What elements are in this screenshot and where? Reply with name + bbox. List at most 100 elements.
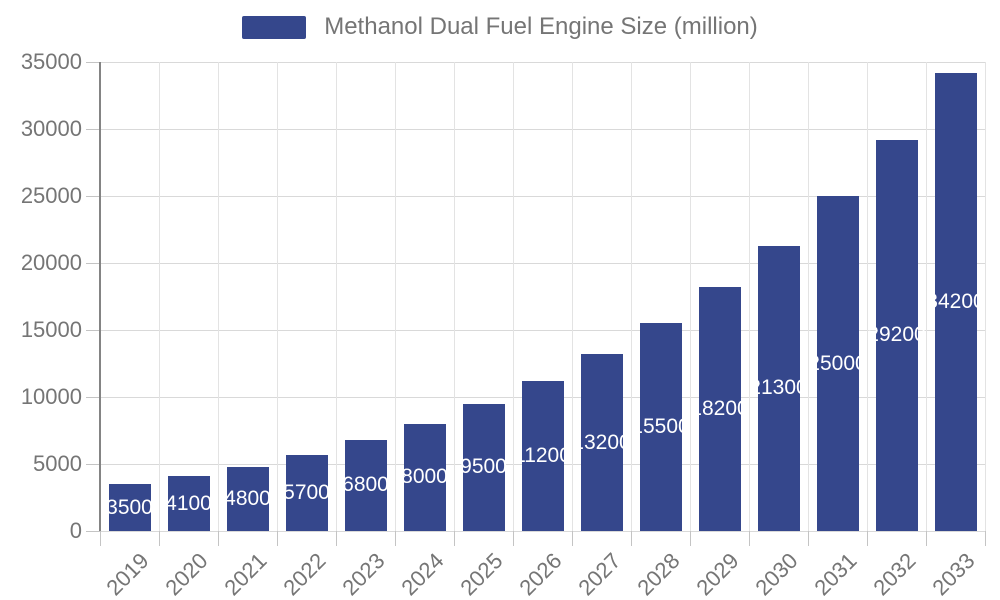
x-axis-tick-label: 2033 bbox=[926, 548, 980, 600]
y-axis-tick-label: 35000 bbox=[20, 49, 82, 74]
vertical-gridline bbox=[748, 62, 750, 531]
x-axis-tick bbox=[689, 531, 691, 546]
vertical-gridline bbox=[866, 62, 868, 531]
vertical-gridline bbox=[984, 62, 986, 531]
vertical-gridline bbox=[807, 62, 809, 531]
bar-value-label: 4800 bbox=[224, 486, 271, 510]
legend-label: Methanol Dual Fuel Engine Size (million) bbox=[324, 13, 758, 40]
bar[interactable]: 3500 bbox=[106, 484, 153, 531]
bar[interactable]: 21300 bbox=[749, 245, 808, 531]
x-axis-tick bbox=[217, 531, 219, 546]
y-axis-tick bbox=[86, 396, 100, 398]
bar[interactable]: 15500 bbox=[631, 323, 690, 531]
y-axis-tick-label: 5000 bbox=[33, 451, 82, 476]
bar-value-label: 18200 bbox=[690, 397, 749, 421]
x-axis-tick bbox=[453, 531, 455, 546]
vertical-gridline bbox=[394, 62, 396, 531]
bar-value-label: 21300 bbox=[749, 376, 808, 400]
bar[interactable]: 18200 bbox=[690, 287, 749, 531]
y-axis-tick bbox=[86, 128, 100, 130]
bar[interactable]: 13200 bbox=[572, 354, 631, 531]
horizontal-gridline bbox=[100, 329, 985, 331]
vertical-gridline bbox=[512, 62, 514, 531]
bar-value-label: 3500 bbox=[106, 495, 153, 519]
x-axis-tick bbox=[630, 531, 632, 546]
x-axis-tick bbox=[984, 531, 986, 546]
y-axis-tick bbox=[86, 61, 100, 63]
y-axis-tick-label: 25000 bbox=[20, 183, 82, 208]
vertical-gridline bbox=[335, 62, 337, 531]
vertical-gridline bbox=[925, 62, 927, 531]
x-axis-tick-label: 2028 bbox=[631, 548, 685, 600]
bar[interactable]: 9500 bbox=[460, 403, 507, 531]
x-axis-tick-label: 2026 bbox=[513, 548, 567, 600]
x-axis-tick bbox=[748, 531, 750, 546]
x-axis-tick-label: 2031 bbox=[808, 548, 862, 600]
x-axis-tick bbox=[99, 531, 101, 546]
x-axis-tick-label: 2030 bbox=[749, 548, 803, 600]
bar[interactable]: 4800 bbox=[224, 466, 271, 531]
x-axis-tick-label: 2025 bbox=[454, 548, 508, 600]
y-axis-tick-label: 20000 bbox=[20, 250, 82, 275]
bar-value-label: 6800 bbox=[342, 473, 389, 497]
x-axis-tick-label: 2021 bbox=[218, 548, 272, 600]
bar-value-label: 4100 bbox=[165, 491, 212, 515]
bar-value-label: 34200 bbox=[926, 289, 985, 313]
bar[interactable]: 6800 bbox=[342, 439, 389, 531]
x-axis-tick-label: 2019 bbox=[100, 548, 154, 600]
x-axis-tick-label: 2029 bbox=[690, 548, 744, 600]
y-axis-tick bbox=[86, 262, 100, 264]
y-axis-tick bbox=[86, 195, 100, 197]
y-axis-tick bbox=[86, 530, 100, 532]
bar[interactable]: 29200 bbox=[867, 139, 926, 531]
y-axis-tick-label: 0 bbox=[69, 518, 82, 543]
horizontal-gridline bbox=[100, 128, 985, 130]
x-axis-tick-label: 2032 bbox=[867, 548, 921, 600]
bar[interactable]: 11200 bbox=[514, 380, 571, 531]
legend-swatch-icon bbox=[242, 15, 307, 39]
vertical-gridline bbox=[158, 62, 160, 531]
horizontal-gridline bbox=[100, 530, 985, 532]
y-axis-tick bbox=[86, 463, 100, 465]
legend[interactable]: Methanol Dual Fuel Engine Size (million) bbox=[0, 13, 1000, 41]
horizontal-gridline bbox=[100, 195, 985, 197]
x-axis-tick bbox=[866, 531, 868, 546]
bar[interactable]: 5700 bbox=[283, 454, 330, 531]
y-axis-tick bbox=[86, 329, 100, 331]
horizontal-gridline bbox=[100, 61, 985, 63]
x-axis-tick-label: 2027 bbox=[572, 548, 626, 600]
vertical-gridline bbox=[571, 62, 573, 531]
x-axis-tick bbox=[571, 531, 573, 546]
bar-value-label: 13200 bbox=[572, 430, 631, 454]
bar[interactable]: 34200 bbox=[926, 72, 985, 531]
plot-area: 0 5000 10000 15000 20000 25000 30000 35000 3500 2… bbox=[21, 50, 986, 600]
x-axis-tick bbox=[512, 531, 514, 546]
vertical-gridline bbox=[689, 62, 691, 531]
y-axis-tick-label: 30000 bbox=[20, 116, 82, 141]
bar[interactable]: 25000 bbox=[808, 196, 867, 531]
x-axis-tick-label: 2024 bbox=[395, 548, 449, 600]
bar-value-label: 11200 bbox=[514, 443, 571, 467]
vertical-gridline bbox=[453, 62, 455, 531]
y-axis-tick-label: 15000 bbox=[20, 317, 82, 342]
x-axis-tick bbox=[925, 531, 927, 546]
bar-value-label: 25000 bbox=[808, 351, 867, 375]
vertical-gridline bbox=[630, 62, 632, 531]
x-axis-tick-label: 2022 bbox=[277, 548, 331, 600]
vertical-gridline bbox=[217, 62, 219, 531]
y-axis-line bbox=[99, 62, 101, 531]
bar[interactable]: 4100 bbox=[165, 476, 212, 531]
x-axis-tick bbox=[335, 531, 337, 546]
bar-value-label: 15500 bbox=[631, 415, 690, 439]
bar-value-label: 5700 bbox=[283, 480, 330, 504]
x-axis-tick bbox=[276, 531, 278, 546]
x-axis-tick bbox=[807, 531, 809, 546]
horizontal-gridline bbox=[100, 262, 985, 264]
x-axis-tick-label: 2023 bbox=[336, 548, 390, 600]
bar[interactable]: 8000 bbox=[401, 423, 448, 531]
x-axis-tick bbox=[394, 531, 396, 546]
bar-value-label: 9500 bbox=[460, 455, 507, 479]
bar-value-label: 29200 bbox=[867, 323, 926, 347]
y-axis-tick-label: 10000 bbox=[20, 384, 82, 409]
